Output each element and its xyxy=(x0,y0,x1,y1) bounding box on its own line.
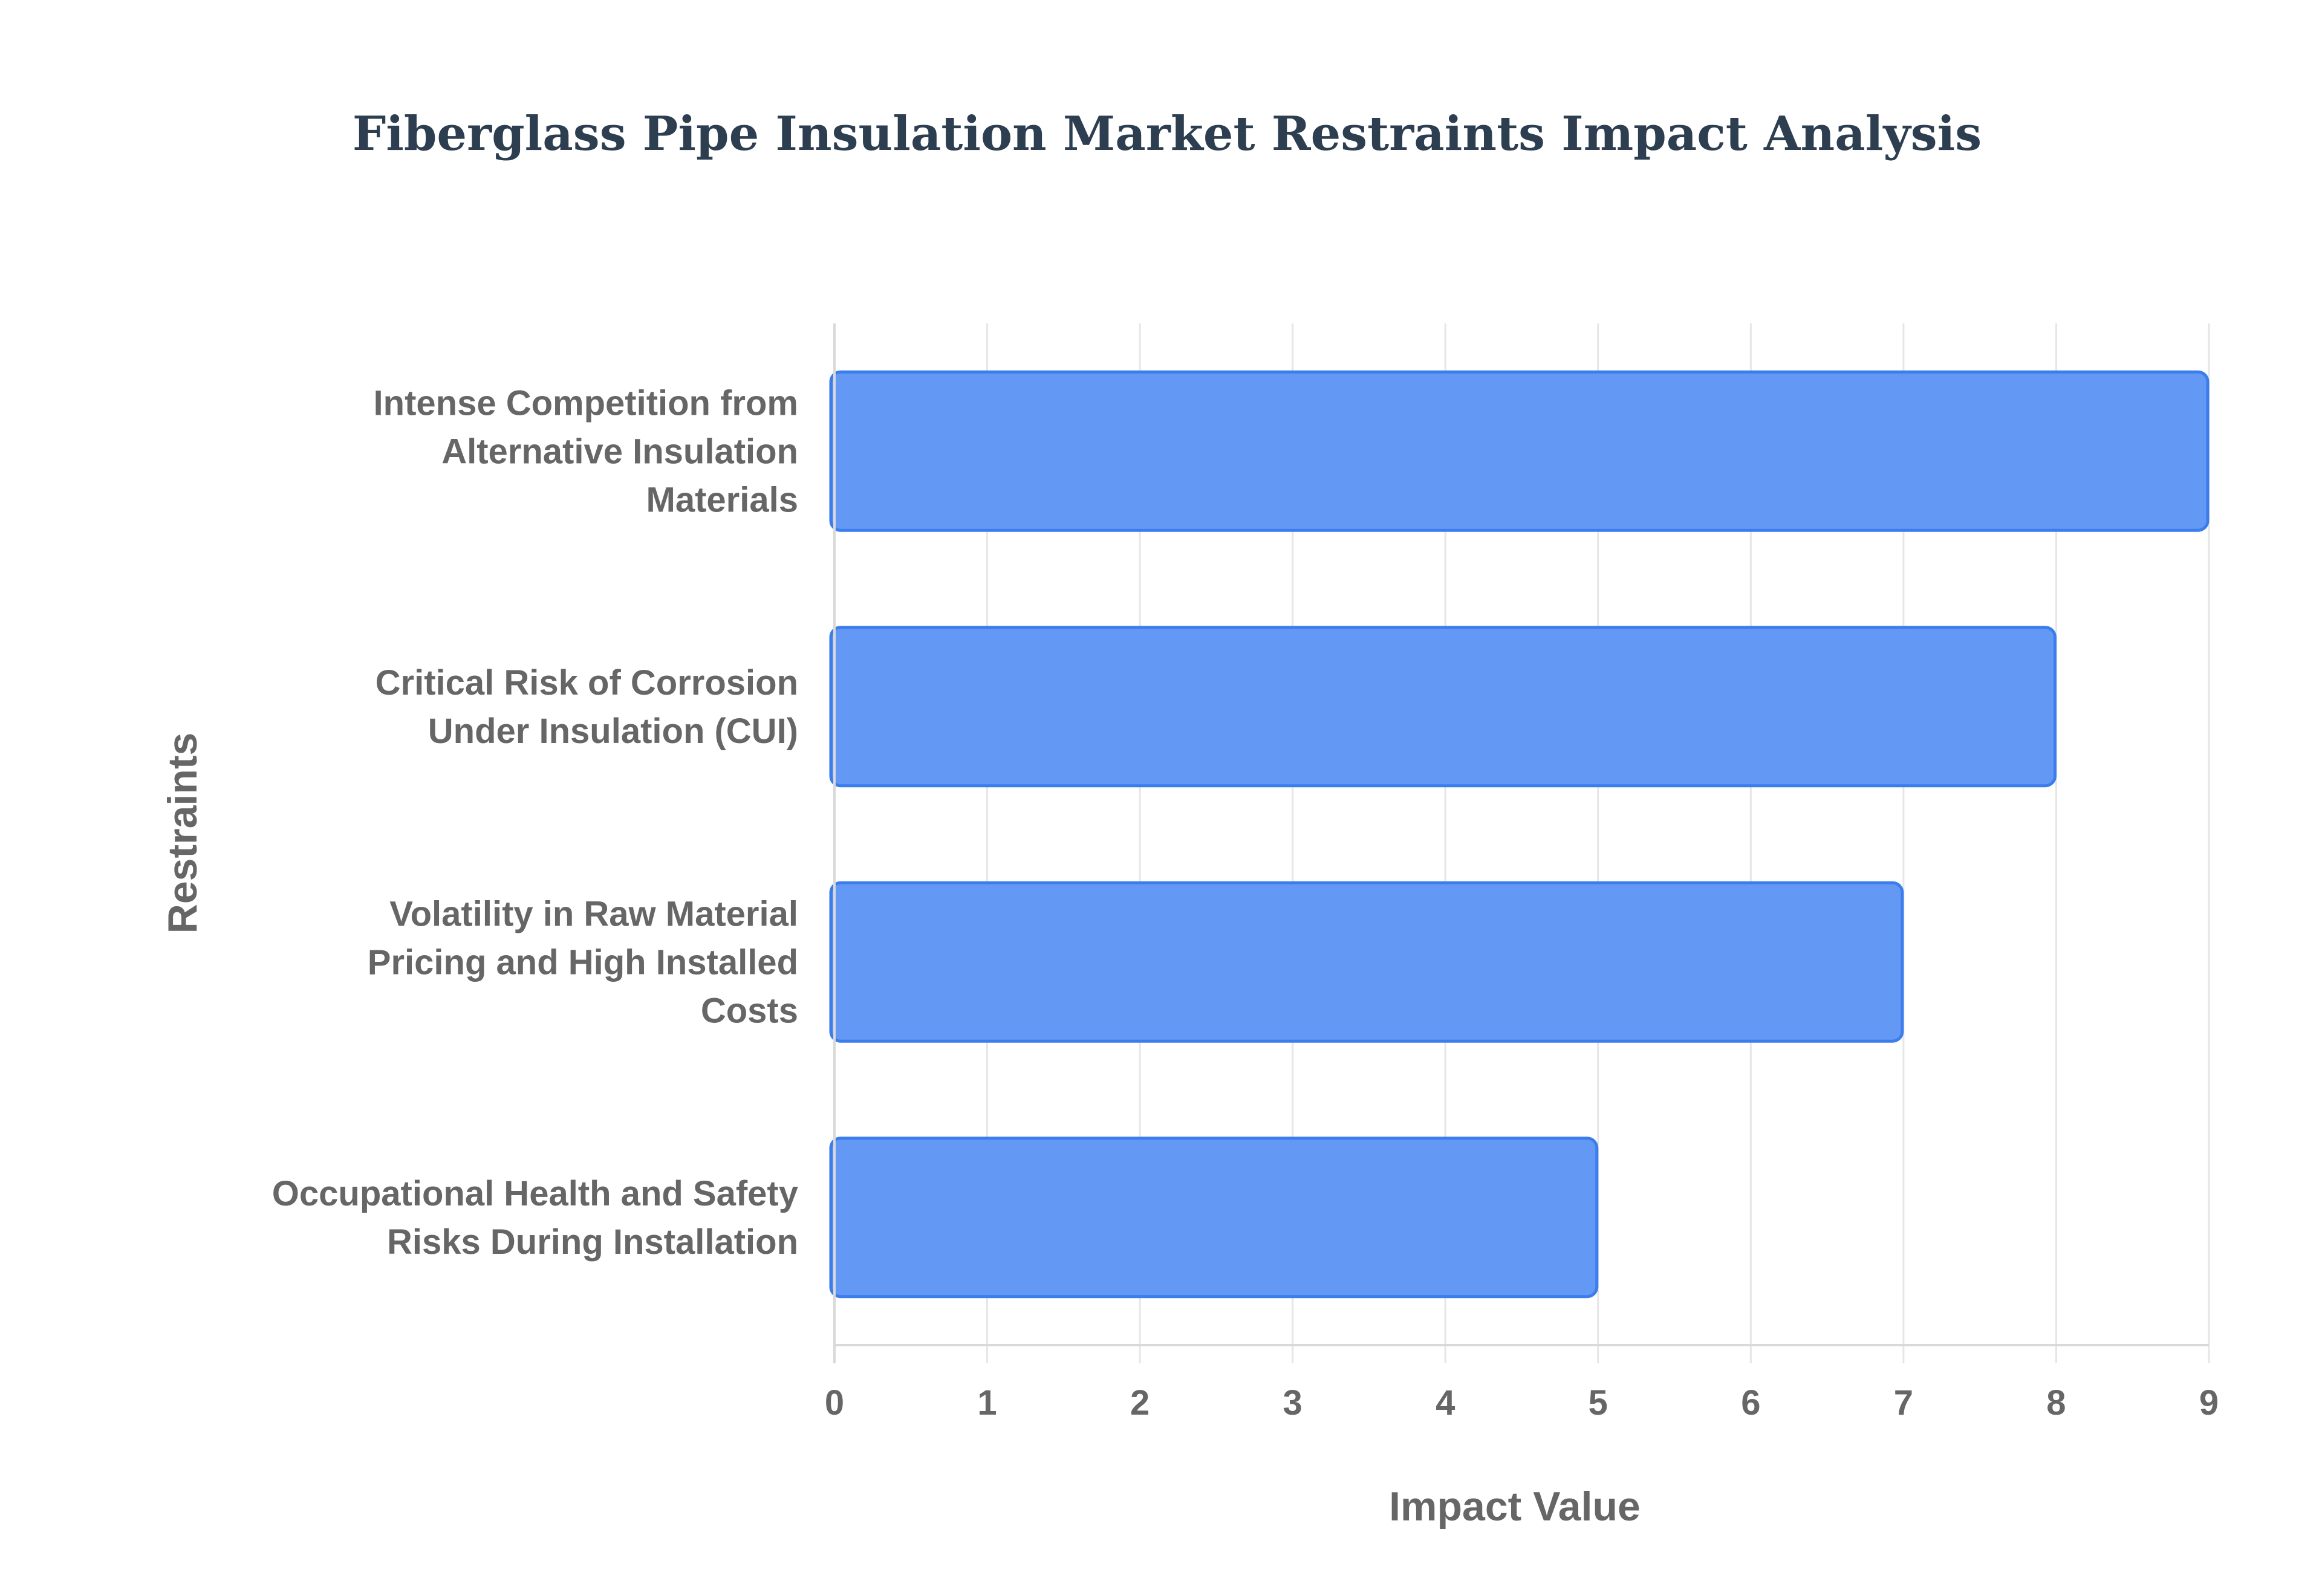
category-label-line: Alternative Insulation xyxy=(441,432,798,471)
category-label-line: Intense Competition from xyxy=(374,383,798,423)
bar xyxy=(829,881,1904,1043)
axis-layer xyxy=(833,323,2209,1363)
bar xyxy=(829,370,2210,532)
category-label: Occupational Health and Safety Risks Duri… xyxy=(272,1174,798,1262)
x-tick-label: 4 xyxy=(1436,1383,1455,1422)
bar xyxy=(829,1137,1599,1299)
category-label-line: Risks During Installation xyxy=(387,1222,798,1262)
x-tick-label: 9 xyxy=(2199,1383,2219,1422)
category-label-line: Costs xyxy=(701,991,798,1030)
chart-title: Fiberglass Pipe Insulation Market Restra… xyxy=(353,106,1982,161)
x-tick-label: 2 xyxy=(1130,1383,1150,1422)
category-labels: Intense Competition from Alternative Insu… xyxy=(272,383,798,1262)
bar-layer xyxy=(829,370,2210,1299)
category-label-line: Occupational Health and Safety xyxy=(272,1174,798,1213)
x-tick-label: 7 xyxy=(1894,1383,1913,1422)
category-label-line: Under Insulation (CUI) xyxy=(428,712,798,751)
x-tick-label: 6 xyxy=(1741,1383,1760,1422)
category-label: Critical Risk of Corrosion Under Insulati… xyxy=(376,663,798,751)
category-label-line: Materials xyxy=(646,480,798,519)
x-tick-label: 5 xyxy=(1589,1383,1608,1422)
x-tick-label: 1 xyxy=(977,1383,997,1422)
bar xyxy=(829,626,2057,788)
category-label: Intense Competition from Alternative Insu… xyxy=(374,383,798,519)
category-label-line: Critical Risk of Corrosion xyxy=(376,663,798,702)
x-tick-label: 3 xyxy=(1283,1383,1302,1422)
x-tick-label: 8 xyxy=(2046,1383,2066,1422)
x-axis-title: Impact Value xyxy=(1389,1484,1641,1529)
category-label-line: Volatility in Raw Material xyxy=(389,894,798,933)
x-tick-label: 0 xyxy=(825,1383,844,1422)
category-label: Volatility in Raw Material Pricing and Hi… xyxy=(368,894,798,1030)
y-axis-title: Restraints xyxy=(160,733,206,934)
tick-labels: 0 1 2 3 4 5 6 7 8 9 xyxy=(825,1383,2219,1422)
category-label-line: Pricing and High Installed xyxy=(368,942,798,982)
